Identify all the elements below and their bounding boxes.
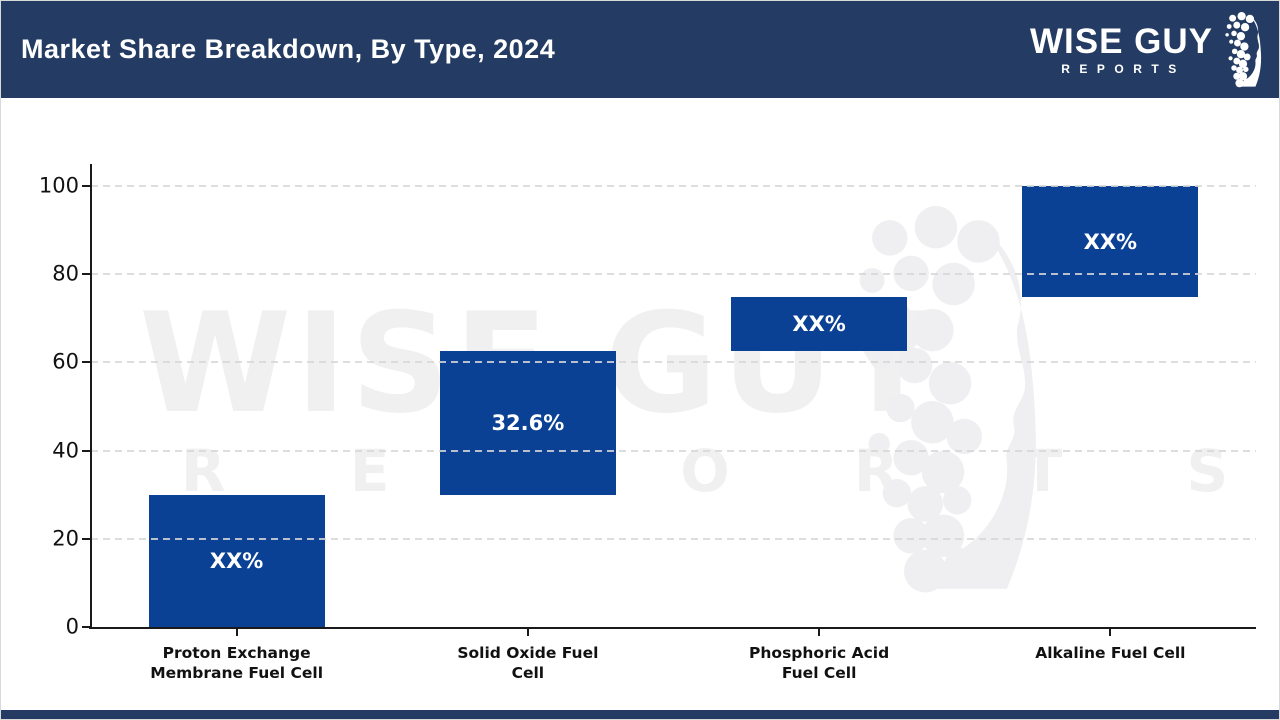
grid-line xyxy=(91,537,1256,540)
y-tick-label: 100 xyxy=(38,173,79,198)
y-tick-mark xyxy=(82,273,90,276)
x-tick-mark xyxy=(1109,629,1112,636)
bar xyxy=(439,350,616,495)
grid-line xyxy=(91,185,1256,187)
x-tick-mark xyxy=(818,629,821,636)
y-tick-label: 20 xyxy=(52,526,79,551)
bar-value-label: XX% xyxy=(792,312,846,337)
y-tick-label: 0 xyxy=(65,614,79,639)
bar xyxy=(731,297,908,351)
watermark-reports: R E P O R T S xyxy=(181,437,1280,505)
y-tick-mark xyxy=(82,626,90,628)
page-title: Market Share Breakdown, By Type, 2024 xyxy=(21,34,556,64)
x-category-label: Proton Exchange Membrane Fuel Cell xyxy=(150,644,324,682)
x-tick-mark xyxy=(526,629,529,636)
bar xyxy=(1022,186,1199,298)
bar-value-label: 32.6% xyxy=(491,410,565,435)
grid-line xyxy=(91,273,1256,276)
y-tick-label: 80 xyxy=(52,261,79,286)
brand-face-icon xyxy=(1225,12,1262,88)
y-tick-mark xyxy=(82,185,90,187)
footer-bar xyxy=(1,710,1279,719)
x-category-label: Phosphoric Acid Fuel Cell xyxy=(749,644,890,682)
y-tick-mark xyxy=(82,449,90,452)
x-axis-line xyxy=(89,627,1256,629)
y-axis-line xyxy=(90,164,92,629)
brand-logo: WISE GUY REPORTS xyxy=(1030,9,1267,91)
y-tick-label: 60 xyxy=(52,349,79,374)
y-tick-label: 40 xyxy=(52,438,79,463)
x-category-label: Solid Oxide Fuel Cell xyxy=(457,644,599,682)
y-tick-mark xyxy=(82,361,90,364)
bar-value-label: XX% xyxy=(1083,229,1138,254)
waterfall-chart: 0 20 40 60 80 100 XX% Proton Exchange Membrane F… xyxy=(1,98,1279,712)
x-category-label: Alkaline Fuel Cell xyxy=(1035,644,1186,662)
grid-line xyxy=(91,449,1256,452)
y-tick-mark xyxy=(82,537,90,540)
brand-subtitle: REPORTS xyxy=(1061,62,1186,76)
grid-line xyxy=(91,361,1256,364)
brand-name: WISE GUY xyxy=(1029,22,1213,61)
brand-logo-text: WISE GUY REPORTS xyxy=(1029,22,1213,77)
header-banner: Market Share Breakdown, By Type, 2024 WI… xyxy=(1,1,1279,98)
bar xyxy=(148,494,325,627)
bar-value-label: XX% xyxy=(209,548,264,573)
x-tick-mark xyxy=(235,629,238,636)
